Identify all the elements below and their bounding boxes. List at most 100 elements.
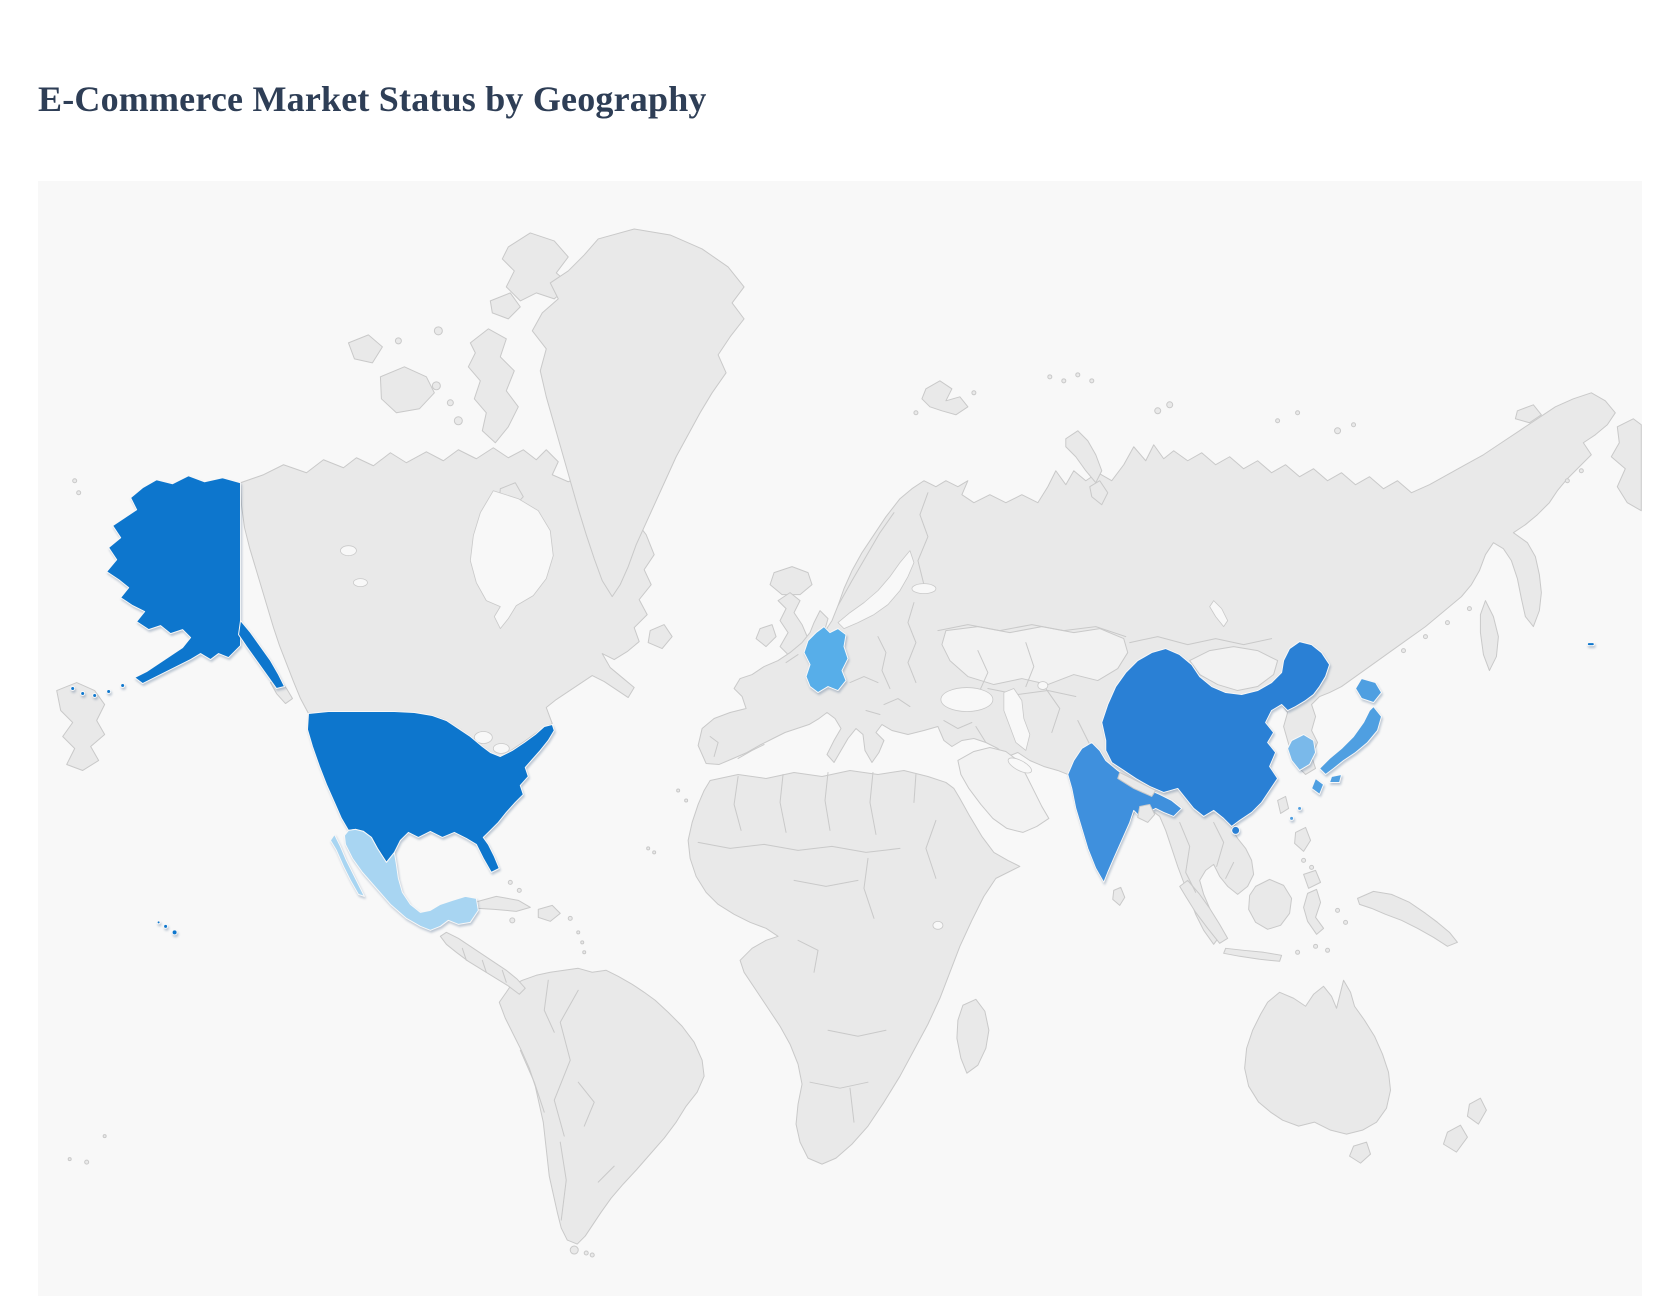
usa-alaska-panhandle[interactable] — [238, 620, 285, 690]
landmass-australia — [1244, 979, 1392, 1135]
country-china[interactable] — [1101, 641, 1331, 835]
landmass-luzon — [1294, 826, 1312, 852]
landmass-sakhalin — [1479, 600, 1499, 672]
arctic-islet — [433, 326, 443, 336]
caribbean-islet — [580, 940, 585, 945]
usa-aleutian-islet[interactable] — [70, 686, 76, 692]
landmass-cuba — [473, 895, 531, 912]
caribbean-islet — [516, 887, 522, 893]
arctic-islet — [1295, 410, 1301, 416]
landmass-chukotka-east — [1610, 418, 1642, 512]
landmass-tierra-del-fuego — [569, 1245, 579, 1255]
landmass-new-zealand-north — [1466, 1097, 1487, 1125]
arctic-islet — [1075, 372, 1081, 378]
usa-alaska[interactable] — [106, 475, 242, 685]
indonesian-islet — [1335, 907, 1341, 913]
landmass-sumatra — [1179, 879, 1229, 944]
china-mainland[interactable] — [1101, 641, 1331, 827]
usa-aleutian-islet[interactable] — [106, 689, 112, 695]
landmass-south-america — [498, 967, 705, 1245]
country-united-states[interactable] — [70, 475, 1595, 936]
bering-islet — [1564, 478, 1570, 484]
country-japan[interactable] — [1289, 678, 1383, 821]
sea-layer — [340, 490, 1229, 930]
indonesian-islet — [1313, 943, 1319, 949]
japan-honshu[interactable] — [1319, 706, 1383, 775]
indonesian-islet — [1325, 947, 1331, 953]
southern-islet — [102, 1134, 107, 1139]
great-lake — [473, 731, 493, 744]
landmass-devon-island — [489, 292, 521, 320]
atlantic-islet — [652, 850, 657, 855]
usa-pacific-islet[interactable] — [1586, 642, 1595, 647]
gulf-of-finland — [911, 583, 937, 595]
falkland-islet — [589, 1252, 595, 1258]
usa-hawaii-islet[interactable] — [156, 920, 161, 925]
arctic-islet — [431, 381, 441, 391]
caribbean-islet — [567, 915, 573, 921]
atlantic-islet — [684, 798, 689, 803]
arctic-islet — [1089, 378, 1095, 384]
caribbean-islet — [507, 879, 513, 885]
usa-hawaii-islet[interactable] — [163, 923, 169, 929]
landmass-sri-lanka — [1112, 886, 1126, 906]
world-map — [38, 181, 1642, 1296]
caribbean-islet — [509, 917, 516, 924]
arctic-islet — [1166, 401, 1174, 409]
japan-hokkaido[interactable] — [1355, 678, 1383, 704]
landmass-nepal-sliver — [1117, 771, 1157, 797]
arctic-islet — [971, 390, 977, 396]
falkland-islet — [583, 1250, 589, 1256]
usa-aleutian-islet[interactable] — [92, 693, 98, 699]
landmass-greenland — [531, 228, 745, 598]
japan-ryukyu-islet[interactable] — [1297, 805, 1303, 811]
arctic-islet — [1061, 378, 1067, 384]
atlantic-islet — [646, 846, 651, 851]
hudson-bay — [469, 490, 554, 629]
landmass-chukotka-west — [56, 682, 106, 771]
china-hainan[interactable] — [1231, 825, 1241, 835]
indonesian-islet — [1295, 949, 1301, 955]
lake-baikal — [1209, 600, 1229, 627]
landmass-victoria-island — [379, 366, 435, 414]
landmass-ireland — [755, 624, 777, 648]
landmass-sulawesi — [1303, 888, 1325, 935]
caspian-sea — [1003, 688, 1031, 751]
country-south-korea[interactable] — [1287, 734, 1317, 771]
atlantic-islet — [676, 788, 681, 793]
kuril-islet — [1466, 606, 1472, 612]
lake-victoria — [932, 920, 944, 930]
country-india[interactable] — [1067, 741, 1183, 883]
japan-kyushu[interactable] — [1311, 777, 1325, 795]
mexico-mainland[interactable] — [343, 828, 479, 931]
country-germany[interactable] — [803, 626, 849, 694]
baltic-sea — [837, 550, 915, 629]
mexico-baja-california[interactable] — [329, 833, 365, 897]
canadian-lake — [353, 578, 368, 588]
country-mexico[interactable] — [329, 828, 479, 931]
japan-shikoku[interactable] — [1329, 773, 1343, 783]
border-layer — [461, 492, 1273, 1221]
landmass-madagascar — [956, 998, 990, 1074]
landmass-wrangel — [1514, 404, 1542, 424]
landmass-layer — [56, 228, 1642, 1258]
usa-aleutian-islet[interactable] — [80, 691, 86, 697]
southern-islet — [67, 1157, 72, 1162]
kuril-islet — [1422, 634, 1428, 640]
landmass-africa — [687, 769, 1021, 1165]
landmass-tasmania — [1349, 1141, 1372, 1164]
usa-hawaii-islet[interactable] — [171, 929, 178, 936]
arctic-islet — [1047, 374, 1053, 380]
landmass-baffin-island — [467, 328, 519, 444]
caribbean-islet — [576, 930, 581, 935]
usa-aleutian-islet[interactable] — [120, 683, 126, 689]
bering-islet — [72, 478, 78, 484]
landmass-bangladesh — [1137, 803, 1156, 823]
japan-ryukyu-islet[interactable] — [1289, 815, 1295, 821]
caribbean-islet — [582, 950, 587, 955]
landmass-new-guinea — [1357, 890, 1458, 947]
philippine-islet — [1301, 857, 1307, 863]
landmass-novaya-zemlya — [1065, 430, 1103, 484]
world-map-canvas — [56, 228, 1642, 1258]
black-sea — [940, 687, 994, 712]
